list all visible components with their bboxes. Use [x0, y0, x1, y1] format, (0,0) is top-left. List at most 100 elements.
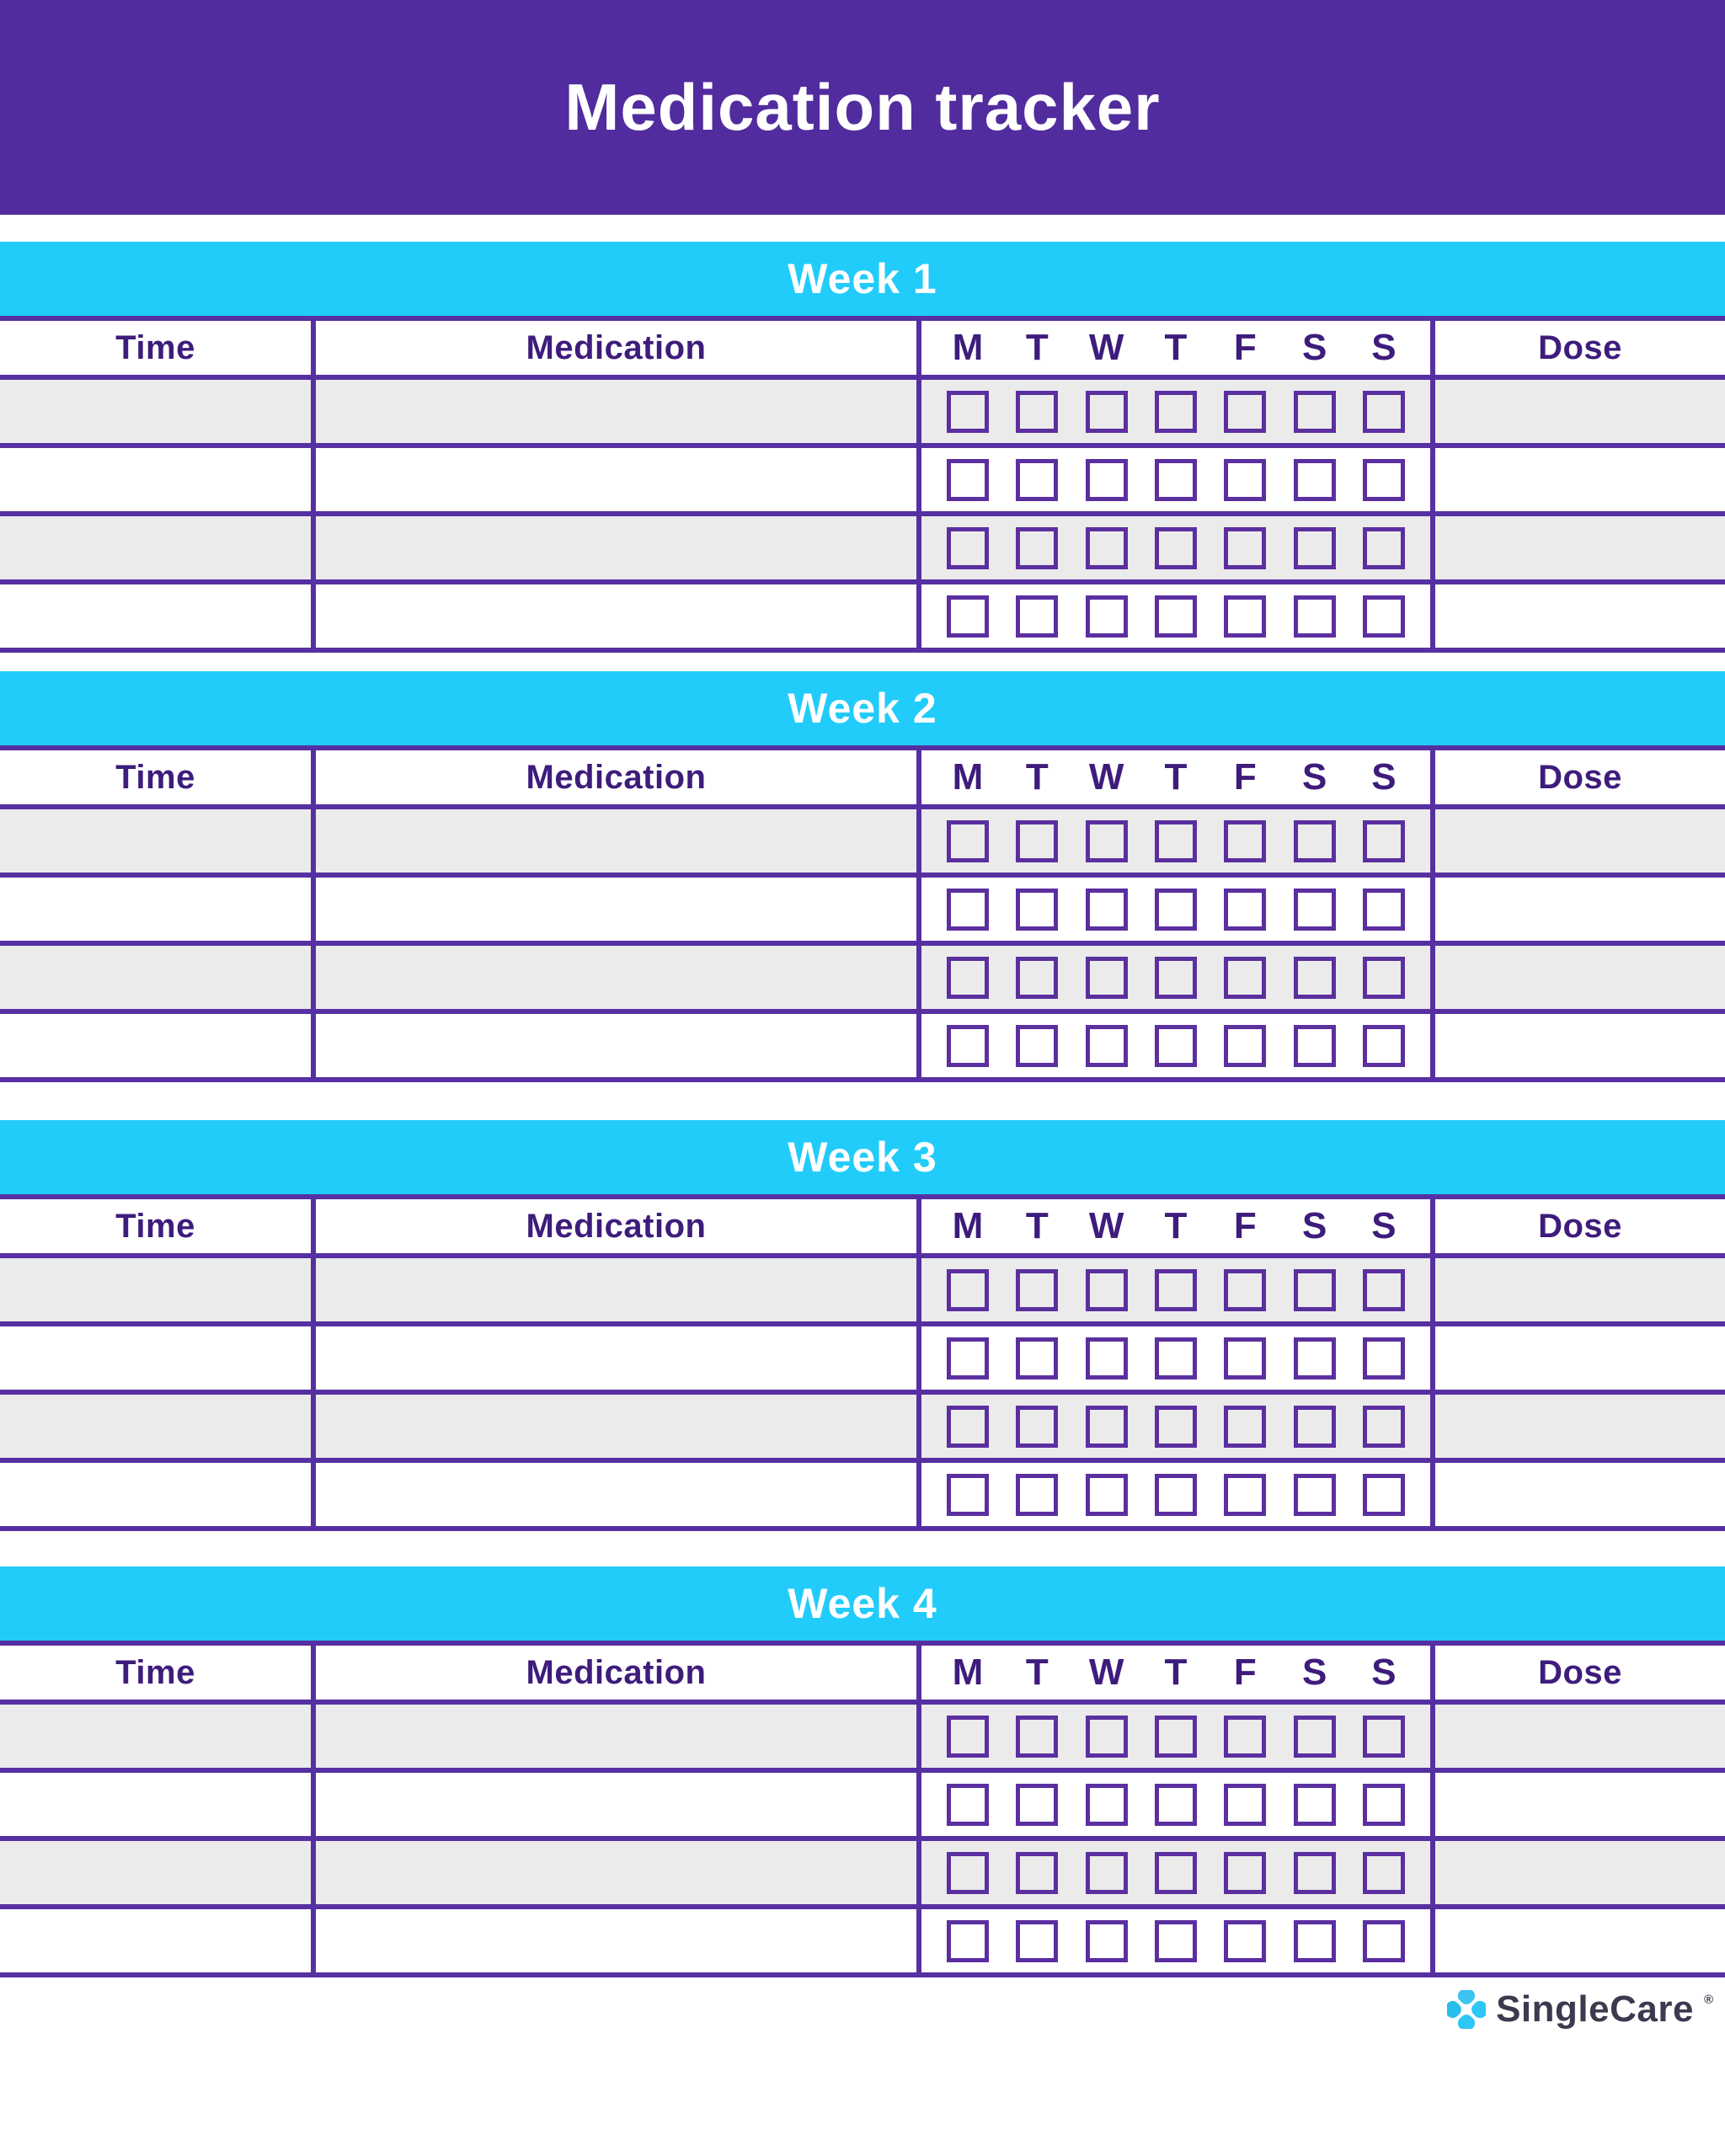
dose-cell[interactable] [1435, 1773, 1725, 1836]
day-checkbox[interactable] [1362, 1919, 1405, 1962]
day-checkbox[interactable] [947, 1473, 989, 1516]
dose-cell[interactable] [1435, 809, 1725, 873]
day-checkbox[interactable] [1154, 1851, 1197, 1894]
dose-cell[interactable] [1435, 1841, 1725, 1904]
day-checkbox[interactable] [1016, 956, 1059, 999]
day-checkbox[interactable] [1016, 458, 1059, 501]
day-checkbox[interactable] [947, 458, 989, 501]
time-cell[interactable] [0, 1773, 316, 1836]
day-checkbox[interactable] [1224, 1851, 1267, 1894]
day-checkbox[interactable] [1224, 888, 1267, 931]
day-checkbox[interactable] [1085, 390, 1128, 433]
day-checkbox[interactable] [1085, 888, 1128, 931]
day-checkbox[interactable] [1362, 390, 1405, 433]
day-checkbox[interactable] [947, 1024, 989, 1067]
day-checkbox[interactable] [1085, 1268, 1128, 1311]
day-checkbox[interactable] [947, 1783, 989, 1826]
day-checkbox[interactable] [947, 1405, 989, 1448]
day-checkbox[interactable] [1154, 1783, 1197, 1826]
day-checkbox[interactable] [1293, 1405, 1336, 1448]
time-cell[interactable] [0, 516, 316, 579]
day-checkbox[interactable] [1293, 1715, 1336, 1758]
day-checkbox[interactable] [1085, 1024, 1128, 1067]
day-checkbox[interactable] [1016, 1715, 1059, 1758]
day-checkbox[interactable] [1362, 1715, 1405, 1758]
day-checkbox[interactable] [1154, 1268, 1197, 1311]
day-checkbox[interactable] [947, 956, 989, 999]
dose-cell[interactable] [1435, 878, 1725, 941]
day-checkbox[interactable] [1085, 1405, 1128, 1448]
day-checkbox[interactable] [1154, 390, 1197, 433]
medication-cell[interactable] [316, 1909, 921, 1972]
medication-cell[interactable] [316, 1395, 921, 1458]
day-checkbox[interactable] [1154, 1919, 1197, 1962]
day-checkbox[interactable] [1362, 595, 1405, 638]
day-checkbox[interactable] [1224, 1715, 1267, 1758]
day-checkbox[interactable] [1293, 458, 1336, 501]
day-checkbox[interactable] [1362, 1268, 1405, 1311]
day-checkbox[interactable] [1085, 1783, 1128, 1826]
day-checkbox[interactable] [1224, 1473, 1267, 1516]
day-checkbox[interactable] [1224, 390, 1267, 433]
day-checkbox[interactable] [1085, 1919, 1128, 1962]
time-cell[interactable] [0, 1258, 316, 1321]
medication-cell[interactable] [316, 1773, 921, 1836]
day-checkbox[interactable] [1154, 956, 1197, 999]
day-checkbox[interactable] [1085, 956, 1128, 999]
time-cell[interactable] [0, 946, 316, 1009]
day-checkbox[interactable] [1293, 956, 1336, 999]
day-checkbox[interactable] [947, 1851, 989, 1894]
day-checkbox[interactable] [1016, 1783, 1059, 1826]
time-cell[interactable] [0, 1909, 316, 1972]
day-checkbox[interactable] [1154, 819, 1197, 862]
medication-cell[interactable] [316, 1014, 921, 1077]
medication-cell[interactable] [316, 878, 921, 941]
day-checkbox[interactable] [947, 1919, 989, 1962]
medication-cell[interactable] [316, 1841, 921, 1904]
day-checkbox[interactable] [1016, 526, 1059, 569]
day-checkbox[interactable] [1154, 888, 1197, 931]
day-checkbox[interactable] [1362, 458, 1405, 501]
day-checkbox[interactable] [1362, 819, 1405, 862]
day-checkbox[interactable] [1154, 1473, 1197, 1516]
day-checkbox[interactable] [1016, 1405, 1059, 1448]
day-checkbox[interactable] [1293, 1919, 1336, 1962]
dose-cell[interactable] [1435, 380, 1725, 443]
day-checkbox[interactable] [1362, 1473, 1405, 1516]
day-checkbox[interactable] [1085, 1337, 1128, 1380]
day-checkbox[interactable] [1016, 1337, 1059, 1380]
time-cell[interactable] [0, 809, 316, 873]
day-checkbox[interactable] [1362, 1024, 1405, 1067]
dose-cell[interactable] [1435, 1463, 1725, 1526]
medication-cell[interactable] [316, 946, 921, 1009]
time-cell[interactable] [0, 1841, 316, 1904]
day-checkbox[interactable] [1085, 526, 1128, 569]
day-checkbox[interactable] [1154, 1024, 1197, 1067]
day-checkbox[interactable] [1224, 1024, 1267, 1067]
day-checkbox[interactable] [1293, 526, 1336, 569]
dose-cell[interactable] [1435, 1395, 1725, 1458]
day-checkbox[interactable] [1224, 819, 1267, 862]
day-checkbox[interactable] [1016, 1851, 1059, 1894]
day-checkbox[interactable] [1224, 1919, 1267, 1962]
dose-cell[interactable] [1435, 946, 1725, 1009]
dose-cell[interactable] [1435, 1326, 1725, 1390]
day-checkbox[interactable] [1016, 595, 1059, 638]
day-checkbox[interactable] [1293, 390, 1336, 433]
day-checkbox[interactable] [947, 819, 989, 862]
medication-cell[interactable] [316, 584, 921, 648]
day-checkbox[interactable] [1085, 819, 1128, 862]
day-checkbox[interactable] [947, 526, 989, 569]
day-checkbox[interactable] [1293, 1783, 1336, 1826]
time-cell[interactable] [0, 1463, 316, 1526]
day-checkbox[interactable] [1362, 1337, 1405, 1380]
day-checkbox[interactable] [1016, 390, 1059, 433]
day-checkbox[interactable] [1154, 1337, 1197, 1380]
dose-cell[interactable] [1435, 448, 1725, 511]
dose-cell[interactable] [1435, 1705, 1725, 1768]
day-checkbox[interactable] [1293, 819, 1336, 862]
medication-cell[interactable] [316, 1463, 921, 1526]
day-checkbox[interactable] [1224, 1268, 1267, 1311]
day-checkbox[interactable] [947, 1715, 989, 1758]
medication-cell[interactable] [316, 516, 921, 579]
